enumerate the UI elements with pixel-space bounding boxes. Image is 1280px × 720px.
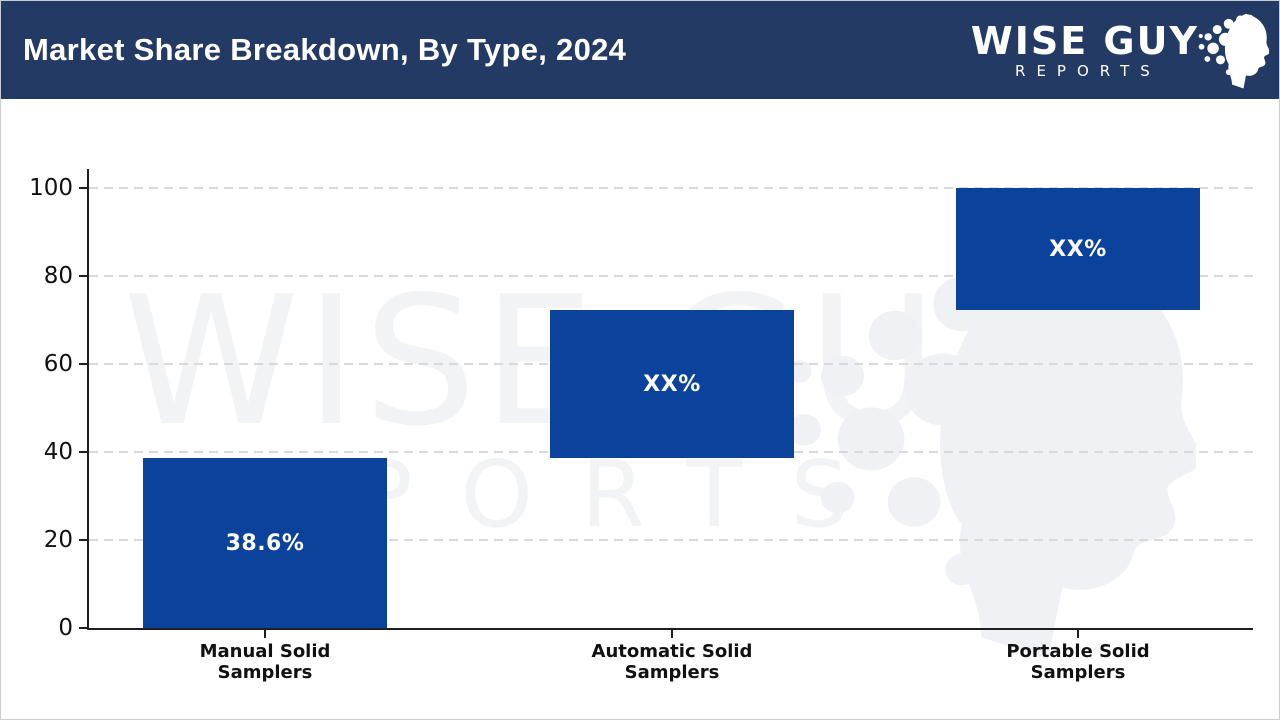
y-tick-mark-60 [79, 363, 87, 365]
logo-title: WISE GUY [970, 18, 1199, 63]
gridline-y80 [89, 275, 1253, 277]
bar-value-label: XX% [1049, 236, 1107, 262]
x-tick-mark [1077, 630, 1079, 638]
y-tick-label-0: 0 [58, 615, 73, 641]
bar-value-label: 38.6% [225, 530, 305, 556]
category-label: Automatic Solid Samplers [591, 641, 753, 683]
y-tick-mark-40 [79, 451, 87, 453]
wise-guy-logo: WISE GUY REPORTS [971, 7, 1269, 93]
x-tick-mark [671, 630, 673, 638]
logo-wordmark: WISE GUY REPORTS [971, 21, 1199, 80]
y-tick-label-40: 40 [43, 439, 73, 465]
logo-subtitle: REPORTS [1015, 61, 1161, 80]
page-title: Market Share Breakdown, By Type, 2024 [23, 32, 627, 67]
category-label: Manual Solid Samplers [199, 641, 331, 683]
gridline-y100 [89, 187, 1253, 189]
y-tick-label-80: 80 [43, 263, 73, 289]
y-tick-label-60: 60 [43, 351, 73, 377]
bar-value-label: XX% [643, 371, 701, 397]
y-axis-line [87, 169, 89, 630]
y-tick-mark-0 [79, 627, 87, 629]
gridline-y20 [89, 539, 1253, 541]
bar-segment: XX% [550, 310, 794, 458]
bar-segment: 38.6% [143, 458, 387, 628]
y-tick-mark-80 [79, 275, 87, 277]
x-tick-mark [264, 630, 266, 638]
logo-face-icon [1198, 13, 1269, 89]
y-tick-mark-100 [79, 187, 87, 189]
header: Market Share Breakdown, By Type, 2024 WI… [1, 1, 1279, 99]
y-tick-label-100: 100 [29, 175, 73, 201]
y-tick-mark-20 [79, 539, 87, 541]
bar-segment: XX% [956, 188, 1200, 310]
category-label: Portable Solid Samplers [1006, 641, 1150, 683]
x-axis-line [87, 628, 1253, 630]
y-tick-label-20: 20 [43, 527, 73, 553]
